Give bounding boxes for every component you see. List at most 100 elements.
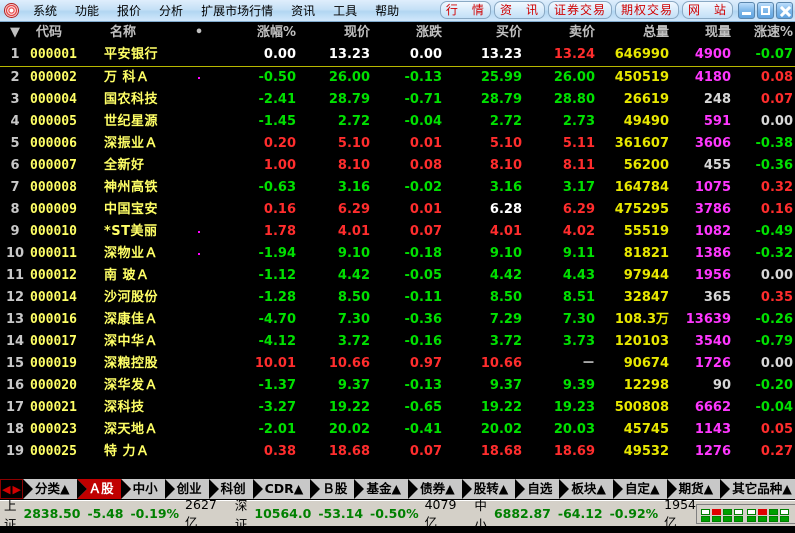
cell-price: 9.37 bbox=[296, 375, 370, 397]
cell-speed: -0.26 bbox=[731, 309, 793, 331]
led-indicator bbox=[701, 509, 710, 515]
securities-trade-button[interactable]: 证券交易 bbox=[548, 1, 612, 19]
col-speed-pct[interactable]: 涨速% bbox=[731, 22, 793, 44]
cell-total-volume: 56200 bbox=[595, 155, 669, 177]
col-total-volume[interactable]: 总量 bbox=[595, 22, 669, 44]
menu-item-tools[interactable]: 工具 bbox=[324, 0, 366, 21]
col-bid-price[interactable]: 买价 bbox=[442, 22, 522, 44]
cell-change-pct: -1.94 bbox=[212, 243, 296, 265]
maximize-icon[interactable] bbox=[757, 2, 774, 19]
tab-item[interactable]: 其它品种▲ bbox=[720, 479, 795, 499]
menu-item-quote[interactable]: 报价 bbox=[108, 0, 150, 21]
col-marker[interactable]: • bbox=[186, 22, 212, 44]
menu-item-help[interactable]: 帮助 bbox=[366, 0, 408, 21]
col-current-price[interactable]: 现价 bbox=[296, 22, 370, 44]
cell-bid: 6.28 bbox=[442, 199, 522, 221]
col-current-volume[interactable]: 现量 bbox=[669, 22, 731, 44]
tab-item[interactable]: 股转▲ bbox=[462, 479, 516, 499]
cell-marker bbox=[186, 375, 212, 397]
cell-name: 国农科技 bbox=[104, 89, 186, 111]
cell-bid: 7.29 bbox=[442, 309, 522, 331]
menu-item-news[interactable]: 资讯 bbox=[282, 0, 324, 21]
menu-item-extended-market[interactable]: 扩展市场行情 bbox=[192, 0, 282, 21]
cell-current-volume: 365 bbox=[669, 287, 731, 309]
cell-change: 0.08 bbox=[370, 155, 442, 177]
cell-change: -0.02 bbox=[370, 177, 442, 199]
minimize-icon[interactable] bbox=[738, 2, 755, 19]
cell-speed: 0.27 bbox=[731, 441, 793, 463]
cell-total-volume: 32847 bbox=[595, 287, 669, 309]
quote-table: ▼ 代码 名称 • 涨幅% 现价 涨跌 买价 卖价 总量 现量 涨速% 换手% … bbox=[0, 22, 795, 463]
news-button[interactable]: 资 讯 bbox=[494, 1, 545, 19]
col-change-pct[interactable]: 涨幅% bbox=[212, 22, 296, 44]
col-sort-indicator[interactable]: ▼ bbox=[0, 22, 30, 44]
cell-code: 000009 bbox=[30, 199, 104, 221]
cell-marker bbox=[186, 441, 212, 463]
cell-bid: 13.23 bbox=[442, 44, 522, 67]
cell-current-volume: 1082 bbox=[669, 221, 731, 243]
cell-bid: 2.72 bbox=[442, 111, 522, 133]
cell-code: 000016 bbox=[30, 309, 104, 331]
cell-code: 000010 bbox=[30, 221, 104, 243]
website-button[interactable]: 网 站 bbox=[682, 1, 733, 19]
cell-marker bbox=[186, 67, 212, 90]
tab-item[interactable]: 自定▲ bbox=[613, 479, 667, 499]
tab-active[interactable]: Ａ股 bbox=[77, 479, 121, 499]
tab-item[interactable]: 分类▲ bbox=[23, 479, 77, 499]
cell-current-volume: 455 bbox=[669, 155, 731, 177]
menu-item-analysis[interactable]: 分析 bbox=[150, 0, 192, 21]
menu-item-function[interactable]: 功能 bbox=[66, 0, 108, 21]
options-trade-button[interactable]: 期权交易 bbox=[615, 1, 679, 19]
cell-speed: 0.35 bbox=[731, 287, 793, 309]
row-index: 19 bbox=[0, 441, 30, 463]
arrow-left-icon[interactable]: ◀ bbox=[2, 484, 10, 495]
quotes-button[interactable]: 行 情 bbox=[440, 1, 491, 19]
row-index: 11 bbox=[0, 265, 30, 287]
cell-speed: -0.07 bbox=[731, 44, 793, 67]
quote-table-panel[interactable]: ▼ 代码 名称 • 涨幅% 现价 涨跌 买价 卖价 总量 现量 涨速% 换手% … bbox=[0, 22, 795, 478]
arrow-right-icon[interactable]: ▶ bbox=[12, 484, 20, 495]
menu-item-system[interactable]: 系统 bbox=[24, 0, 66, 21]
tab-item[interactable]: 自选 bbox=[515, 479, 559, 499]
index-value-sse: 2838.50 bbox=[24, 506, 81, 521]
tab-item[interactable]: 中小 bbox=[121, 479, 165, 499]
cell-price: 20.02 bbox=[296, 419, 370, 441]
cell-total-volume: 646990 bbox=[595, 44, 669, 67]
cell-price: 19.22 bbox=[296, 397, 370, 419]
col-code[interactable]: 代码 bbox=[30, 22, 104, 44]
col-ask-price[interactable]: 卖价 bbox=[522, 22, 595, 44]
col-change[interactable]: 涨跌 bbox=[370, 22, 442, 44]
tab-item[interactable]: 基金▲ bbox=[354, 479, 408, 499]
cell-change-pct: -1.12 bbox=[212, 265, 296, 287]
tab-item[interactable]: 板块▲ bbox=[559, 479, 613, 499]
row-index: 15 bbox=[0, 353, 30, 375]
cell-total-volume: 45745 bbox=[595, 419, 669, 441]
close-icon[interactable] bbox=[776, 2, 793, 19]
cell-name: 特 力Ａ bbox=[104, 441, 186, 463]
tab-item[interactable]: CDR▲ bbox=[253, 479, 311, 499]
cell-speed: -0.20 bbox=[731, 375, 793, 397]
col-name[interactable]: 名称 bbox=[104, 22, 186, 44]
cell-code: 000007 bbox=[30, 155, 104, 177]
tab-item[interactable]: Ｂ股 bbox=[310, 479, 354, 499]
cell-current-volume: 4180 bbox=[669, 67, 731, 90]
